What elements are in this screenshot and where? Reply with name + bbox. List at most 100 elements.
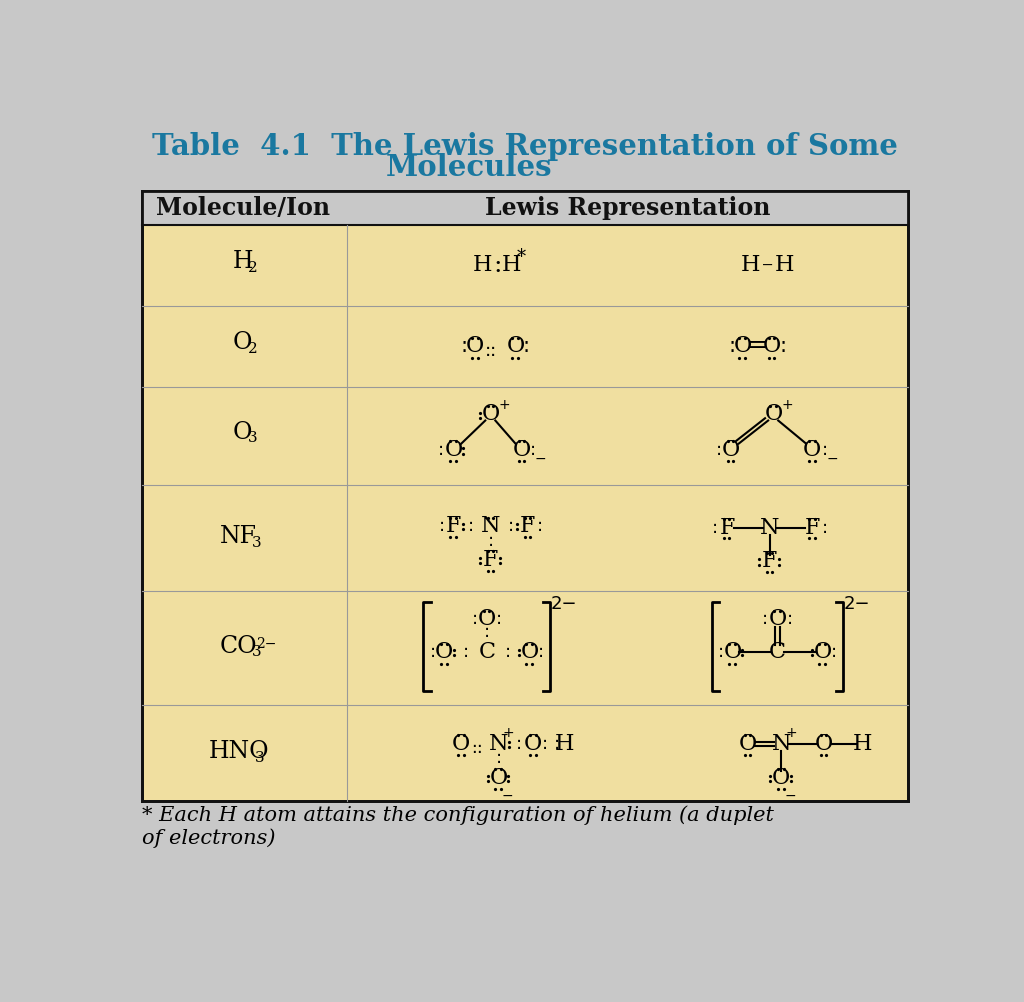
Text: +: +: [499, 398, 510, 412]
Text: :: :: [523, 337, 529, 357]
Text: :: :: [494, 254, 502, 277]
Text: F: F: [483, 549, 499, 571]
Text: 3: 3: [252, 536, 261, 550]
Text: O: O: [813, 641, 831, 663]
Text: :: :: [786, 610, 793, 628]
Text: Table  4.1  The Lewis Representation of Some: Table 4.1 The Lewis Representation of So…: [152, 132, 898, 161]
Text: O: O: [763, 336, 781, 358]
Text: Molecules: Molecules: [386, 153, 552, 182]
Text: −: −: [502, 790, 514, 804]
Text: −: −: [784, 790, 797, 804]
Text: H: H: [502, 255, 521, 277]
Text: :: :: [496, 748, 502, 767]
Text: :: :: [505, 643, 511, 661]
Text: :: :: [537, 517, 543, 535]
Text: * Each H atom attains the configuration of helium (a duplet
of electrons): * Each H atom attains the configuration …: [142, 805, 774, 848]
Text: +: +: [785, 726, 798, 740]
Text: O: O: [453, 732, 470, 755]
Text: F: F: [720, 517, 735, 538]
Text: F: F: [445, 515, 461, 537]
Text: O: O: [478, 608, 496, 630]
Text: :: :: [779, 337, 786, 357]
Text: :: :: [439, 517, 445, 535]
Text: 3: 3: [248, 431, 258, 445]
Text: :: :: [463, 643, 469, 661]
Text: .: .: [489, 335, 497, 354]
Text: O: O: [232, 421, 253, 444]
Text: :: :: [712, 519, 718, 536]
Text: +: +: [781, 398, 794, 412]
Text: O: O: [520, 641, 539, 663]
Text: 2−: 2−: [551, 595, 578, 613]
Text: 2: 2: [248, 342, 258, 356]
Text: 3: 3: [255, 750, 264, 765]
Text: .: .: [489, 341, 497, 360]
Text: O: O: [444, 439, 463, 461]
Text: :: :: [718, 643, 724, 661]
Text: H: H: [740, 255, 760, 277]
Text: =: =: [746, 334, 767, 358]
Text: N: N: [488, 732, 508, 755]
Text: HNO: HNO: [209, 740, 269, 764]
Text: *: *: [517, 247, 526, 266]
Text: :: :: [472, 610, 478, 628]
Text: O: O: [481, 404, 500, 426]
Text: .: .: [476, 738, 482, 757]
Text: F: F: [520, 515, 536, 537]
Text: NF: NF: [220, 525, 257, 548]
Text: :: :: [830, 643, 837, 661]
Text: C: C: [769, 641, 786, 663]
Text: O: O: [739, 732, 757, 755]
Text: :: :: [542, 734, 548, 753]
Text: 2−: 2−: [256, 637, 276, 651]
Text: :: :: [496, 610, 502, 628]
Text: O: O: [803, 439, 821, 461]
Text: O: O: [733, 336, 752, 358]
Text: :: :: [762, 610, 768, 628]
Text: O: O: [723, 641, 741, 663]
Text: O: O: [232, 331, 253, 354]
Text: :: :: [468, 517, 474, 535]
Text: :: :: [821, 441, 827, 459]
Text: H: H: [232, 250, 253, 273]
Text: :: :: [554, 734, 560, 753]
Text: :: :: [483, 623, 489, 641]
Text: :: :: [508, 517, 514, 535]
Text: O: O: [489, 767, 508, 789]
Text: :: :: [438, 441, 444, 459]
Text: O: O: [513, 439, 530, 461]
Text: −: −: [535, 452, 546, 466]
FancyBboxPatch shape: [142, 191, 907, 225]
Text: H: H: [555, 732, 574, 755]
Text: F: F: [762, 550, 777, 572]
Text: N: N: [481, 515, 501, 537]
Text: O: O: [524, 732, 543, 755]
Text: F: F: [805, 517, 820, 538]
Text: .: .: [471, 732, 477, 750]
Text: :: :: [716, 441, 722, 459]
Text: O: O: [435, 641, 454, 663]
Text: O: O: [507, 336, 524, 358]
Text: H: H: [853, 732, 872, 755]
Text: .: .: [471, 738, 477, 757]
Text: O: O: [768, 608, 786, 630]
FancyBboxPatch shape: [142, 191, 907, 801]
Text: C: C: [478, 641, 496, 663]
Text: Lewis Representation: Lewis Representation: [484, 196, 770, 220]
Text: H: H: [775, 255, 795, 277]
Text: O: O: [722, 439, 740, 461]
Text: :: :: [728, 337, 735, 357]
Text: −: −: [826, 452, 839, 466]
Text: :: :: [429, 643, 435, 661]
Text: :: :: [821, 519, 827, 536]
Text: H: H: [473, 255, 493, 277]
Text: Molecule/Ion: Molecule/Ion: [156, 196, 330, 220]
Text: :: :: [461, 337, 468, 357]
Text: :: :: [538, 643, 544, 661]
Text: .: .: [485, 341, 492, 360]
Text: N: N: [771, 732, 792, 755]
Text: N: N: [760, 517, 779, 538]
Text: O: O: [772, 767, 791, 789]
Text: :: :: [516, 734, 522, 753]
Text: 2: 2: [248, 261, 258, 275]
